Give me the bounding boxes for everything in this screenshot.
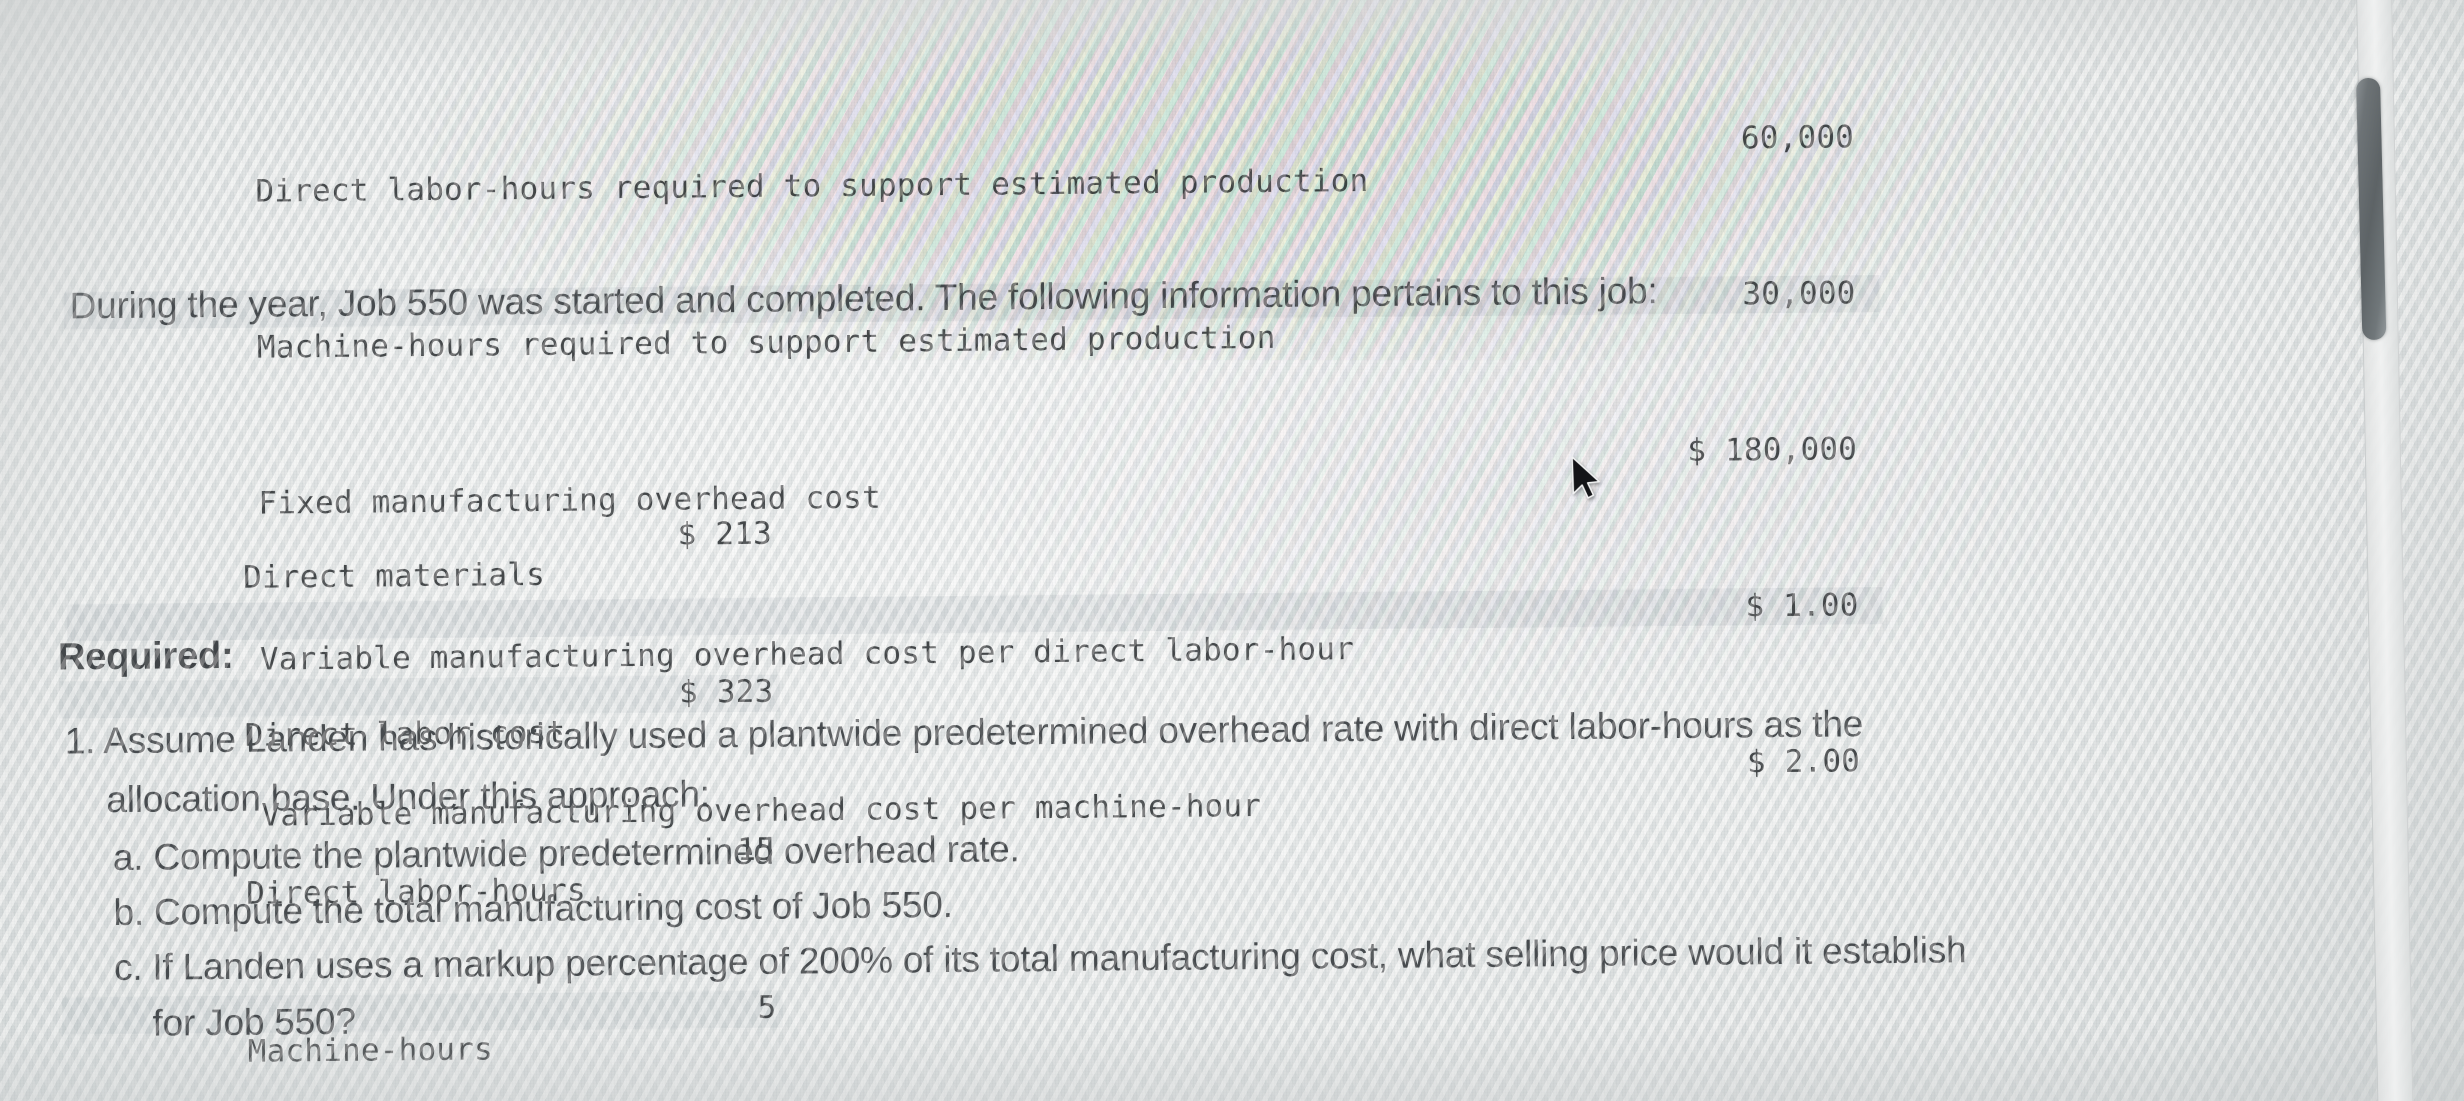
row-value: $ 323 xyxy=(678,673,774,711)
row-value: $ 2.00 xyxy=(1746,743,1861,781)
mouse-pointer-icon xyxy=(1571,456,1601,499)
row-value: 60,000 xyxy=(1740,119,1855,157)
table-row: Direct materials $ 213 xyxy=(92,515,773,596)
row-value: $ 180,000 xyxy=(1687,431,1858,469)
row-label: Direct labor-hours required to support e… xyxy=(255,162,1369,210)
row-label: Machine-hours required to support estima… xyxy=(256,319,1276,366)
row-value: 5 xyxy=(757,989,777,1026)
row-label: Direct materials xyxy=(242,556,546,596)
required-item-1-line-2: allocation base. Under this approach: xyxy=(106,773,711,821)
required-item-c-line-2: for Job 550? xyxy=(152,1000,357,1044)
required-item-b: b. Compute the total manufacturing cost … xyxy=(113,883,953,934)
row-value: $ 1.00 xyxy=(1745,587,1859,625)
table-row: Direct labor-hours required to support e… xyxy=(104,118,1855,209)
required-item-a: a. Compute the plantwide predetermined o… xyxy=(112,828,1020,879)
row-value: $ 213 xyxy=(677,515,773,553)
required-heading: Required: xyxy=(57,634,234,679)
